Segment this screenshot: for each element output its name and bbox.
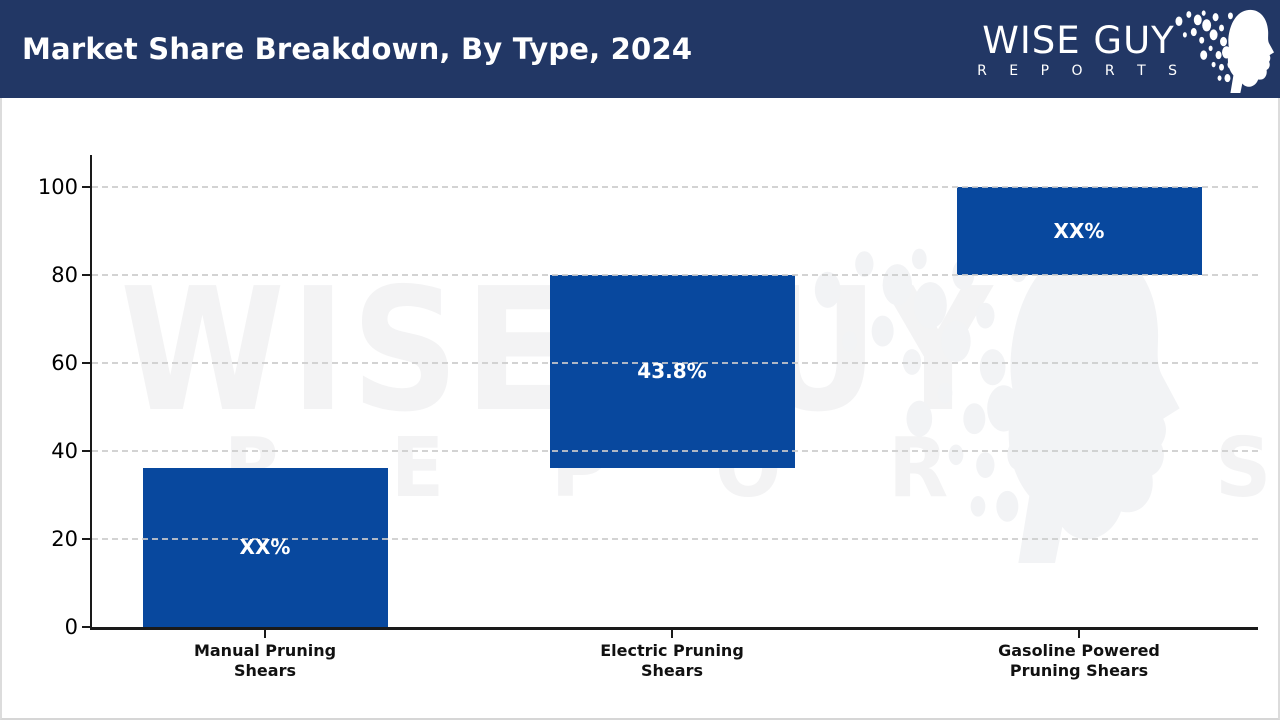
y-axis-tick <box>82 186 90 188</box>
bar-value-label: 43.8% <box>637 359 707 384</box>
chart-card: WISE GUY R E P O R T S 0 20 40 60 80 100 XX% Ma… <box>0 98 1280 720</box>
x-axis-tick <box>264 630 266 638</box>
wiseguy-logo-text: WISE GUY R E P O R T S <box>971 19 1186 79</box>
bar-segment <box>549 275 795 468</box>
logo-wordmark: WISE GUY <box>982 19 1175 62</box>
x-axis-tick <box>671 630 673 638</box>
y-axis-tick <box>82 538 90 540</box>
y-axis-tick-label: 40 <box>51 439 78 463</box>
bar-value-label: XX% <box>1053 219 1105 243</box>
x-axis-category-label: Gasoline Powered Pruning Shears <box>998 641 1160 680</box>
y-axis-tick-label: 80 <box>51 263 78 287</box>
y-axis-tick <box>82 362 90 364</box>
watermark-face-icon <box>814 246 1180 563</box>
y-axis-tick-label: 20 <box>51 527 78 551</box>
y-axis-line <box>90 155 92 629</box>
header-band: Market Share Breakdown, By Type, 2024 WI… <box>0 0 1280 98</box>
bar-value-label: XX% <box>239 535 291 560</box>
gridline <box>92 538 1258 540</box>
y-axis-tick <box>82 626 90 628</box>
y-axis-tick <box>82 450 90 452</box>
y-axis-tick-label: 60 <box>51 351 78 375</box>
bar-segment <box>142 467 388 627</box>
gridline <box>92 274 1258 276</box>
y-axis-tick <box>82 274 90 276</box>
page-title: Market Share Breakdown, By Type, 2024 <box>22 32 693 66</box>
gridline <box>92 186 1258 188</box>
x-axis-tick <box>1078 630 1080 638</box>
logo-subtitle: R E P O R T S <box>977 63 1186 79</box>
gridline <box>92 362 1258 364</box>
gridline <box>92 450 1258 452</box>
wiseguy-logo: WISE GUY R E P O R T S <box>971 0 1276 98</box>
y-axis-tick-label: 0 <box>64 615 78 639</box>
x-axis-line <box>90 627 1258 630</box>
bar-segment <box>956 187 1202 275</box>
x-axis-category-label: Manual Pruning Shears <box>193 641 337 680</box>
face-profile-icon <box>1175 9 1275 93</box>
x-axis-category-label: Electric Pruning Shears <box>600 641 744 680</box>
y-axis-tick-label: 100 <box>37 175 78 199</box>
